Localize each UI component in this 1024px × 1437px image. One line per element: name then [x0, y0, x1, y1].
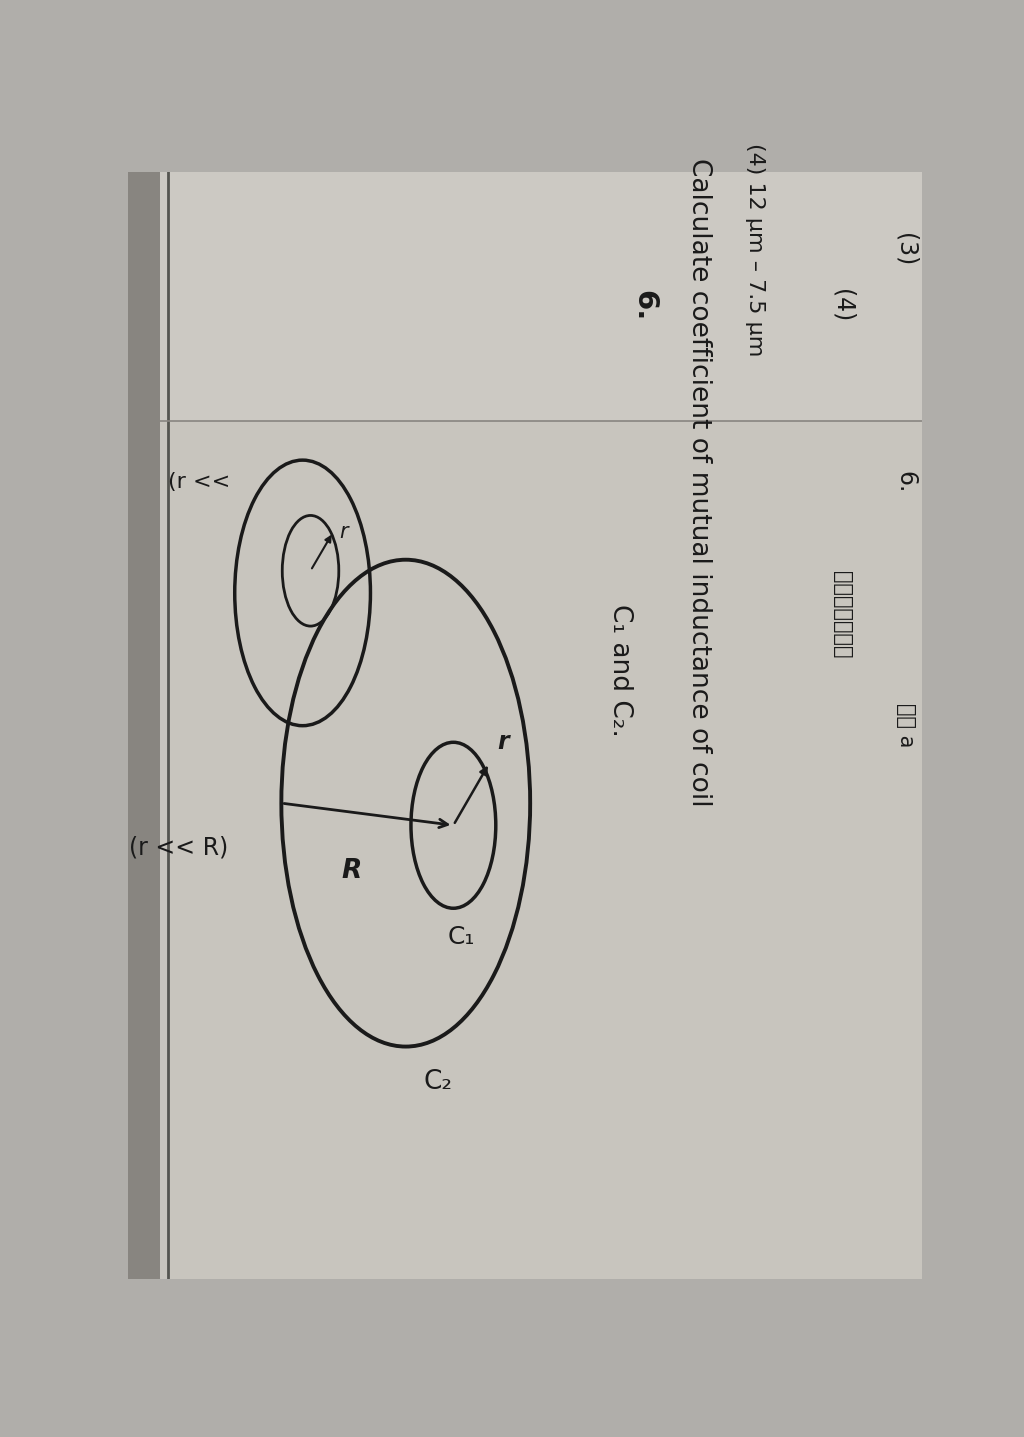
Text: परिभाषा: परिभाषा — [833, 572, 852, 658]
Text: आर a: आर a — [896, 704, 915, 747]
Text: (r << R): (r << R) — [129, 835, 227, 859]
Text: C₁ and C₂.: C₁ and C₂. — [607, 604, 633, 737]
Text: 6.: 6. — [630, 289, 657, 320]
Text: (3): (3) — [894, 233, 918, 266]
Text: (4) 12 μm – 7.5 μm: (4) 12 μm – 7.5 μm — [744, 144, 765, 356]
Text: 6.: 6. — [894, 471, 918, 493]
Text: r: r — [340, 522, 348, 542]
Bar — [128, 172, 160, 1279]
Text: (4): (4) — [830, 289, 854, 322]
Text: r: r — [498, 730, 509, 754]
Text: R: R — [341, 858, 361, 884]
Text: C₂: C₂ — [423, 1069, 452, 1095]
Text: Calculate coefficient of mutual inductance of coil: Calculate coefficient of mutual inductan… — [686, 158, 713, 806]
Bar — [160, 172, 922, 421]
Text: (r <<: (r << — [168, 473, 230, 493]
Bar — [160, 421, 922, 1279]
Text: C₁: C₁ — [447, 925, 475, 948]
